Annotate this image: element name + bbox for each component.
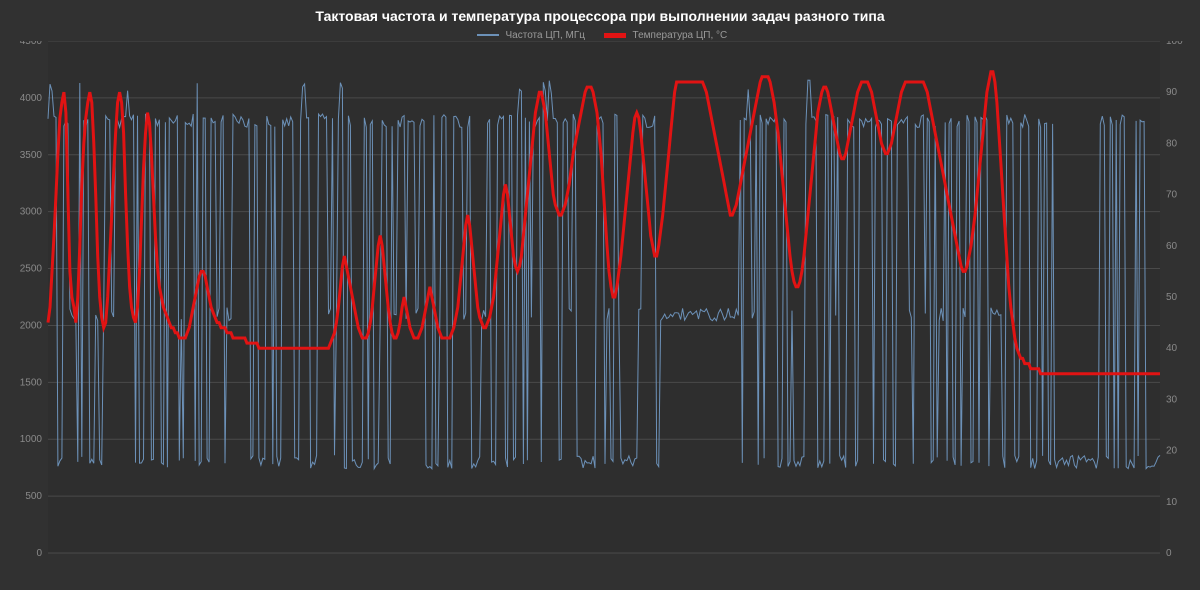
svg-text:20: 20	[1166, 446, 1178, 457]
chart-title: Тактовая частота и температура процессор…	[0, 0, 1200, 24]
svg-text:30: 30	[1166, 394, 1178, 405]
legend-item-temp: Температура ЦП, °С	[600, 30, 728, 41]
svg-text:3500: 3500	[20, 150, 43, 161]
svg-text:70: 70	[1166, 190, 1178, 201]
svg-text:4500: 4500	[20, 41, 43, 47]
svg-text:2500: 2500	[20, 264, 43, 275]
legend-label-freq: Частота ЦП, МГц	[506, 30, 585, 41]
svg-text:80: 80	[1166, 138, 1178, 149]
legend-swatch-temp	[604, 33, 626, 38]
chart-plot: 0 500 1000 1500 2000 2500 3000 3500 4000 4500 0 10 2…	[0, 41, 1200, 590]
legend-label-temp: Температура ЦП, °С	[633, 30, 728, 41]
svg-text:0: 0	[1166, 548, 1172, 559]
svg-text:4000: 4000	[20, 93, 43, 104]
svg-text:40: 40	[1166, 343, 1178, 354]
svg-text:100: 100	[1166, 41, 1183, 47]
svg-text:60: 60	[1166, 241, 1178, 252]
svg-text:50: 50	[1166, 292, 1178, 303]
svg-text:1000: 1000	[20, 434, 43, 445]
svg-text:0: 0	[36, 548, 42, 559]
svg-text:90: 90	[1166, 87, 1178, 98]
svg-text:500: 500	[25, 491, 42, 502]
legend-item-freq: Частота ЦП, МГц	[473, 30, 588, 41]
svg-text:1500: 1500	[20, 377, 43, 388]
svg-text:10: 10	[1166, 497, 1178, 508]
svg-text:2000: 2000	[20, 320, 43, 331]
legend-swatch-freq	[477, 34, 499, 36]
chart-legend: Частота ЦП, МГц Температура ЦП, °С	[0, 24, 1200, 41]
svg-text:3000: 3000	[20, 207, 43, 218]
